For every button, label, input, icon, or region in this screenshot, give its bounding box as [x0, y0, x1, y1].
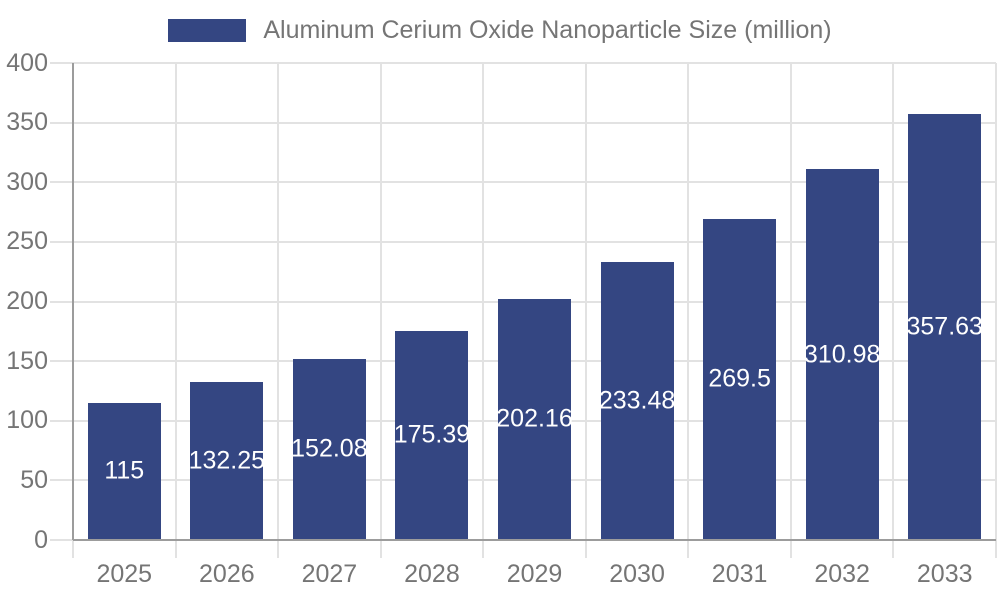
bar-value-label: 269.5 [708, 364, 771, 393]
y-gridline [50, 62, 996, 64]
x-gridline [584, 63, 587, 558]
y-axis-line [72, 63, 74, 540]
bar-value-label: 202.16 [496, 404, 573, 433]
y-tick-label: 250 [6, 227, 48, 256]
y-tick-label: 350 [6, 108, 48, 137]
x-gridline [892, 63, 895, 558]
y-gridline [50, 121, 996, 124]
bar-value-label: 152.08 [291, 434, 368, 463]
bar-value-label: 357.63 [906, 312, 983, 341]
bar: 233.48 [598, 261, 676, 540]
x-tick-label: 2028 [404, 560, 460, 588]
y-tick-label: 100 [6, 406, 48, 435]
y-tick-label: 200 [6, 287, 48, 315]
x-gridline [995, 63, 997, 558]
x-axis-line [73, 539, 996, 541]
y-gridline [50, 181, 996, 184]
bar: 269.5 [703, 218, 777, 540]
x-gridline [379, 63, 382, 558]
chart-legend: Aluminum Cerium Oxide Nanoparticle Size … [0, 17, 1000, 44]
x-tick-label: 2032 [814, 560, 870, 588]
x-tick-label: 2030 [609, 560, 665, 588]
x-tick-label: 2026 [199, 560, 255, 588]
bar: 202.16 [496, 298, 573, 540]
legend-label: Aluminum Cerium Oxide Nanoparticle Size … [263, 16, 832, 44]
y-tick-label: 50 [20, 465, 48, 494]
legend-swatch [168, 19, 247, 42]
bar: 357.63 [906, 113, 983, 540]
y-gridline [50, 240, 996, 243]
y-tick-label: 400 [6, 48, 48, 77]
x-tick-label: 2027 [301, 560, 358, 588]
y-tick-label: 150 [6, 346, 48, 375]
x-gridline [687, 63, 690, 558]
bar: 175.39 [393, 330, 471, 540]
y-tick-label: 0 [34, 525, 48, 554]
x-gridline [277, 63, 280, 558]
bar: 115 [87, 402, 161, 540]
x-tick-label: 2025 [96, 560, 153, 588]
bar-value-label: 175.39 [393, 420, 471, 449]
bar-value-label: 115 [104, 456, 145, 485]
bar: 132.25 [188, 382, 266, 540]
x-tick-label: 2029 [506, 560, 563, 588]
x-tick-label: 2031 [711, 560, 768, 588]
y-tick-label: 300 [6, 167, 48, 196]
bar-value-label: 310.98 [803, 340, 881, 369]
bar-value-label: 233.48 [598, 386, 676, 415]
x-gridline [482, 63, 485, 558]
bar: 310.98 [803, 169, 881, 540]
x-gridline [174, 63, 177, 558]
bar: 152.08 [291, 358, 368, 540]
x-gridline [789, 63, 792, 558]
x-tick-label: 2033 [916, 560, 973, 588]
bar-value-label: 132.25 [188, 446, 266, 475]
